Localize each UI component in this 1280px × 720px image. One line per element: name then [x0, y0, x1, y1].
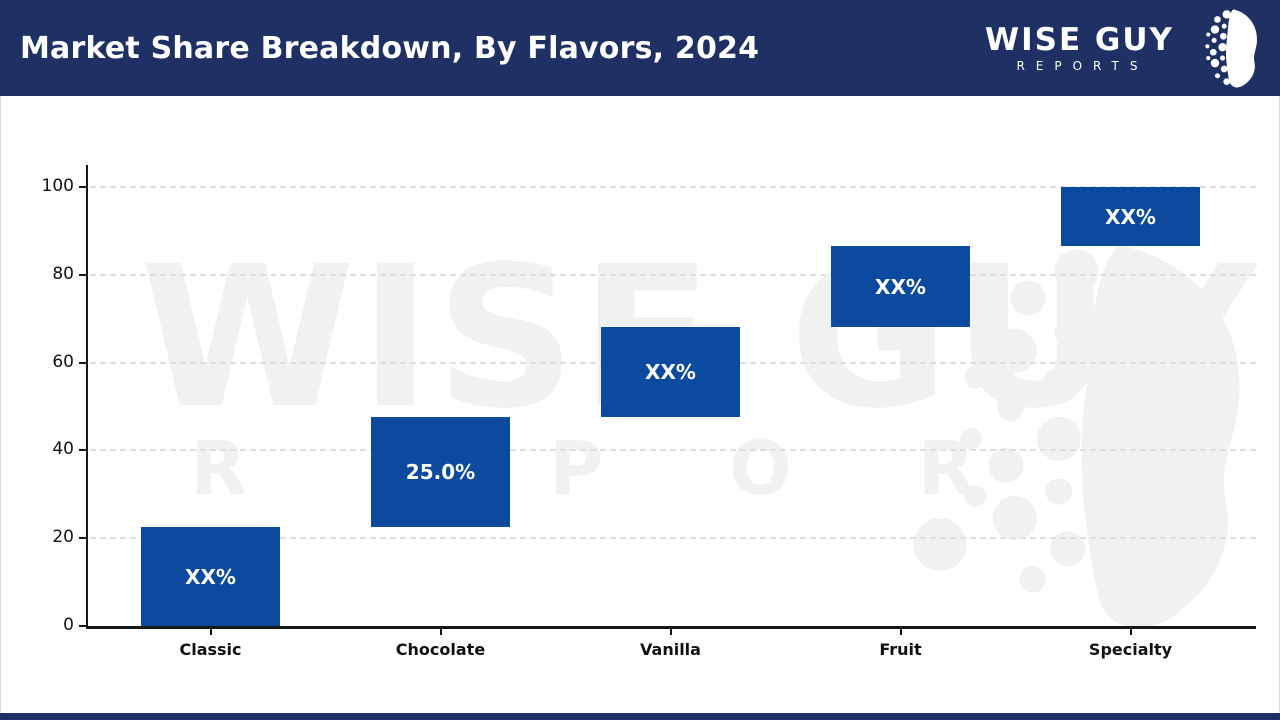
brand-subtitle: REPORTS [1016, 58, 1149, 73]
x-axis-line [86, 626, 1256, 629]
gridline [90, 186, 1256, 188]
gridline [90, 537, 1256, 540]
x-tick-label: Chocolate [395, 640, 486, 659]
y-tick-label: 0 [63, 615, 74, 635]
x-tick-mark [899, 629, 902, 635]
gridline [90, 273, 1256, 276]
gridline [90, 449, 1256, 452]
y-tick-label: 100 [41, 176, 74, 196]
brand-name: WISE GUY [984, 21, 1174, 58]
bar-value-label: 25.0% [405, 460, 476, 485]
y-tick-label: 80 [52, 263, 74, 284]
chart-title: Market Share Breakdown, By Flavors, 2024 [20, 30, 760, 66]
x-tick-mark [439, 629, 442, 635]
bar-value-label: XX% [645, 360, 696, 385]
bar-fruit: XX% [831, 246, 970, 328]
bar-specialty: XX% [1061, 187, 1200, 247]
x-tick-label: Vanilla [640, 640, 701, 659]
y-tick-mark [79, 361, 86, 364]
y-tick-mark [79, 625, 86, 627]
x-tick-label: Specialty [1088, 640, 1173, 659]
y-axis-line [86, 165, 88, 626]
bar-value-label: XX% [185, 564, 236, 589]
footer-bar [0, 713, 1280, 720]
x-tick-mark [669, 629, 672, 635]
y-tick-mark [79, 273, 86, 276]
y-tick-mark [79, 186, 86, 188]
header: Market Share Breakdown, By Flavors, 2024… [0, 0, 1280, 96]
bar-vanilla: XX% [601, 327, 740, 418]
y-tick-mark [79, 449, 86, 452]
bar-classic: XX% [141, 527, 280, 626]
y-tick-label: 60 [52, 351, 74, 372]
x-tick-label: Classic [179, 640, 242, 659]
bar-value-label: XX% [875, 274, 926, 299]
brand-logo-text: WISE GUY REPORTS [984, 21, 1174, 73]
bar-chocolate: 25.0% [371, 417, 510, 528]
x-tick-mark [1129, 629, 1132, 635]
y-tick-label: 20 [52, 527, 74, 548]
brand-logo: WISE GUY REPORTS [985, 6, 1262, 90]
y-tick-mark [79, 537, 86, 540]
brand-head-icon [1205, 9, 1258, 88]
bar-value-label: XX% [1105, 204, 1156, 229]
x-tick-mark [209, 629, 212, 635]
x-tick-label: Fruit [879, 640, 922, 659]
y-tick-label: 40 [52, 439, 74, 460]
